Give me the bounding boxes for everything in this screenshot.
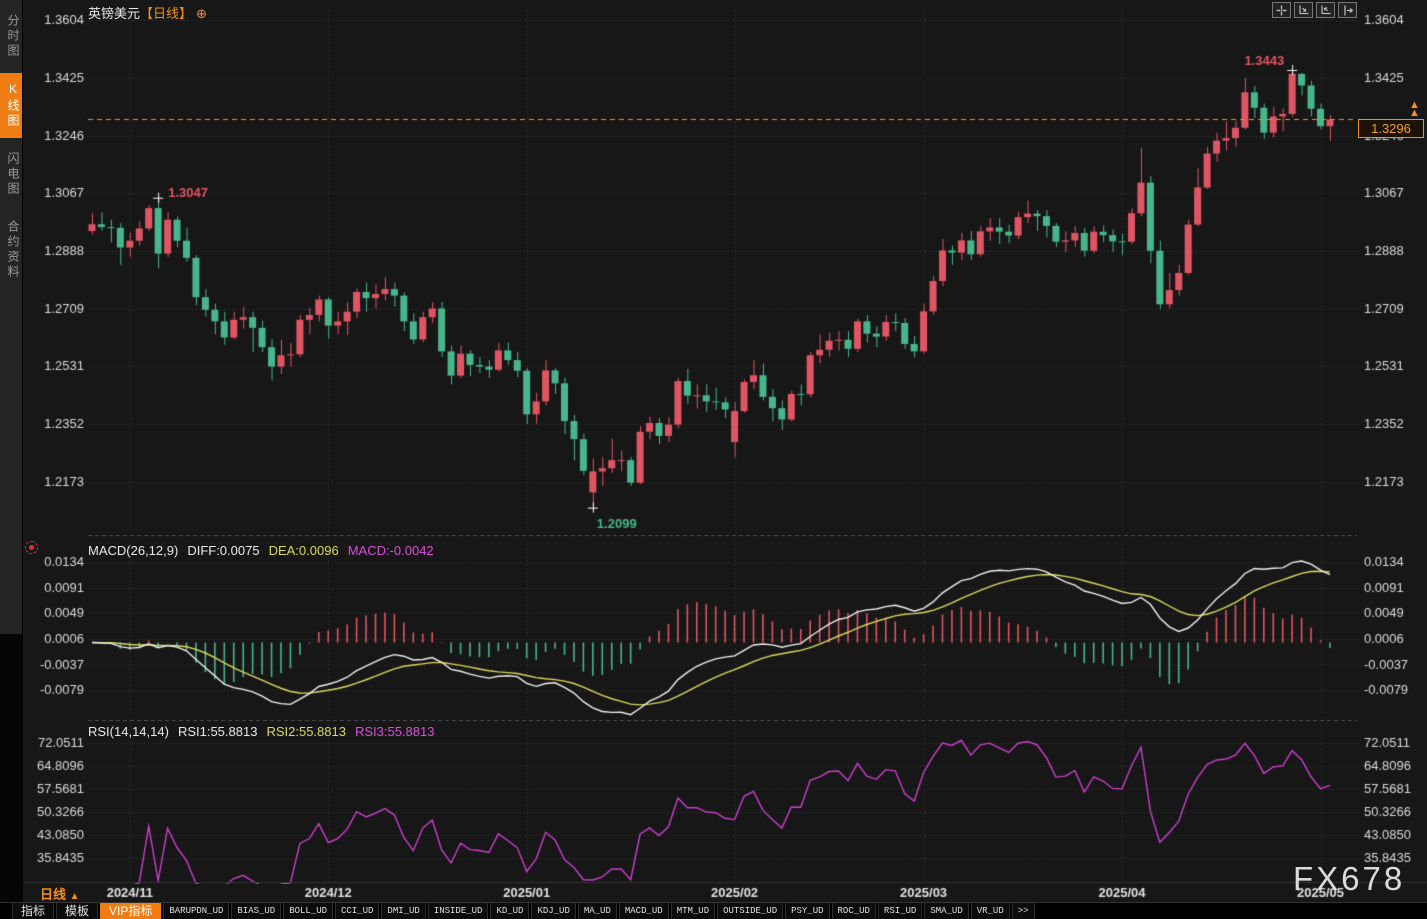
indicator-item-kd_ud[interactable]: KD_UD bbox=[490, 903, 530, 919]
indicator-item-outside_ud[interactable]: OUTSIDE_UD bbox=[717, 903, 784, 919]
crosshair-icon[interactable] bbox=[1272, 2, 1291, 18]
period-selector-arrow-icon: ▲ bbox=[69, 891, 80, 902]
rsi-panel-canvas[interactable] bbox=[22, 720, 1427, 884]
rsi2-value: RSI2:55.8813 bbox=[266, 724, 346, 739]
macd-header: MACD(26,12,9) DIFF:0.0075 DEA:0.0096 MACD:-… bbox=[88, 543, 443, 558]
scale-y-axis-icon[interactable] bbox=[1294, 2, 1313, 18]
more-indicators-button[interactable]: >> bbox=[1011, 903, 1035, 919]
indicator-item-kdj_ud[interactable]: KDJ_UD bbox=[531, 903, 576, 919]
macd-panel-settings-icon[interactable] bbox=[25, 541, 38, 554]
indicator-item-ma_ud[interactable]: MA_UD bbox=[577, 903, 617, 919]
macd-name: MACD(26,12,9) bbox=[88, 543, 179, 558]
sidebar: 分时图 K线图 闪电图 合约资料 bbox=[0, 0, 23, 919]
toolbar-tab-2[interactable]: VIP指标 bbox=[100, 903, 162, 919]
auto-follow-arrow-icon[interactable]: ▲ ▲ bbox=[1409, 99, 1420, 119]
sidebar-filler bbox=[0, 634, 22, 919]
sidebar-item-kline[interactable]: K线图 bbox=[0, 73, 22, 138]
main-chart-canvas[interactable] bbox=[22, 0, 1427, 535]
scale-x-axis-icon[interactable] bbox=[1316, 2, 1335, 18]
indicator-item-rsi_ud[interactable]: RSI_UD bbox=[877, 903, 923, 919]
macd-diff-value: DIFF:0.0075 bbox=[187, 543, 260, 558]
indicator-item-boll_ud[interactable]: BOLL_UD bbox=[283, 903, 334, 919]
indicator-item-macd_ud[interactable]: MACD_UD bbox=[618, 903, 669, 919]
period-selector-label: 日线 bbox=[40, 887, 67, 902]
indicator-item-cci_ud[interactable]: CCI_UD bbox=[335, 903, 380, 919]
sidebar-item-lightning[interactable]: 闪电图 bbox=[6, 152, 20, 197]
indicator-item-sma_ud[interactable]: SMA_UD bbox=[924, 903, 969, 919]
rsi-header: RSI(14,14,14) RSI1:55.8813 RSI2:55.8813 RSI… bbox=[88, 724, 443, 739]
date-axis-canvas bbox=[22, 884, 1427, 902]
indicator-item-roc_ud[interactable]: ROC_UD bbox=[831, 903, 876, 919]
rsi1-value: RSI1:55.8813 bbox=[177, 724, 258, 739]
toolbar-tab-1[interactable]: 模板 bbox=[56, 903, 99, 919]
current-price-box: 1.3296 bbox=[1358, 119, 1424, 138]
chart-title: 英镑美元【日线】 ⊕ bbox=[88, 3, 207, 21]
indicator-item-dmi_ud[interactable]: DMI_UD bbox=[381, 903, 426, 919]
indicator-item-psy_ud[interactable]: PSY_UD bbox=[785, 903, 830, 919]
pan-chart-icon[interactable] bbox=[1338, 2, 1357, 18]
symbol-name: 英镑美元 bbox=[88, 6, 141, 21]
macd-macd-value: MACD:-0.0042 bbox=[347, 543, 434, 558]
indicator-item-mtm_ud[interactable]: MTM_UD bbox=[670, 903, 716, 919]
chart-tool-icons bbox=[1272, 2, 1357, 18]
macd-dea-value: DEA:0.0096 bbox=[268, 543, 339, 558]
indicator-toolbar: 指标 模板 VIP指标 BARUPDN_UD BIAS_UD BOLL_UD CCI_UD D… bbox=[0, 902, 1427, 919]
add-compare-icon[interactable]: ⊕ bbox=[196, 6, 207, 21]
indicator-item-bias_ud[interactable]: BIAS_UD bbox=[231, 903, 282, 919]
sidebar-item-timeshare[interactable]: 分时图 bbox=[6, 14, 20, 59]
sidebar-item-contract-info[interactable]: 合约资料 bbox=[6, 220, 20, 280]
indicator-item-inside_ud[interactable]: INSIDE_UD bbox=[427, 903, 489, 919]
rsi3-value: RSI3:55.8813 bbox=[354, 724, 435, 739]
period-selector[interactable]: 日线 ▲ bbox=[40, 884, 80, 903]
macd-panel-canvas[interactable] bbox=[22, 535, 1427, 720]
indicator-item-barupdn_ud[interactable]: BARUPDN_UD bbox=[163, 903, 230, 919]
indicator-item-vr_ud[interactable]: VR_UD bbox=[970, 903, 1010, 919]
toolbar-tab-0[interactable]: 指标 bbox=[12, 903, 55, 919]
period-label: 【日线】 bbox=[140, 6, 193, 21]
rsi-name: RSI(14,14,14) bbox=[88, 724, 169, 739]
